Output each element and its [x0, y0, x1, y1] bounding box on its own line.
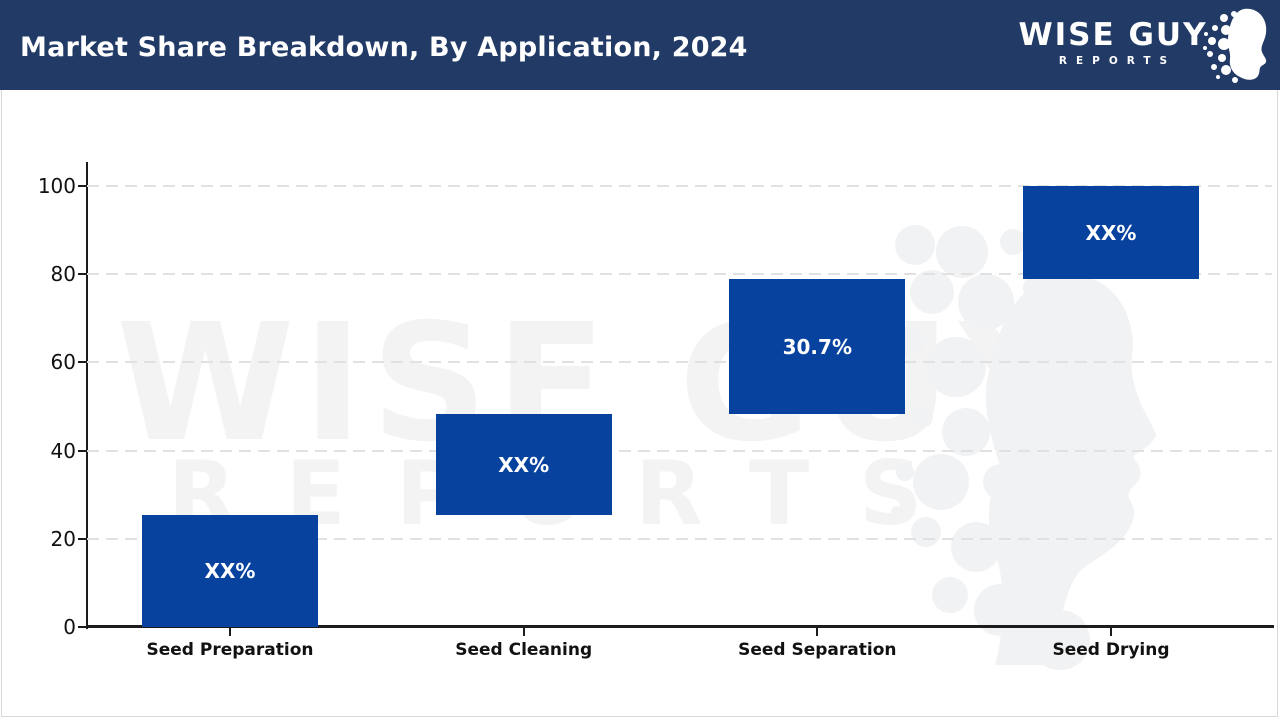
bar-seed-preparation	[142, 514, 318, 627]
y-tick-label: 60	[50, 350, 76, 375]
bar-seed-separation	[729, 279, 906, 415]
x-axis-spine	[86, 625, 1274, 628]
y-axis-tick	[78, 273, 87, 276]
plot-area: 0 20 40 60 80 100 XX% Seed Preparation XX% Seed C…	[0, 90, 1280, 720]
watermark-face-icon	[887, 225, 1156, 670]
gridline	[87, 273, 1272, 276]
page-title: Market Share Breakdown, By Application, …	[20, 32, 748, 63]
x-axis-tick	[229, 628, 231, 636]
x-axis-tick	[816, 628, 819, 636]
gridline	[87, 449, 1272, 452]
x-category-label: Seed Cleaning	[455, 640, 593, 660]
y-axis-tick	[78, 361, 87, 364]
x-axis-tick	[522, 628, 525, 636]
y-tick-label: 80	[50, 262, 76, 287]
gridline	[87, 185, 1272, 187]
chart-border	[1, 88, 1278, 717]
y-axis-tick	[78, 449, 87, 452]
x-category-label: Seed Preparation	[146, 640, 314, 660]
x-category-label: Seed Drying	[1052, 640, 1170, 660]
brand-subtitle: REPORTS	[1058, 55, 1177, 67]
brand-name: WISE GUY	[1018, 17, 1208, 53]
y-axis-tick	[78, 537, 87, 540]
y-axis-spine	[86, 162, 88, 629]
bar-value-label: XX%	[1085, 220, 1137, 245]
y-tick-label: 100	[37, 174, 76, 198]
gridline	[87, 537, 1272, 540]
bar-value-label: XX%	[204, 558, 256, 583]
brand-face-icon	[1203, 8, 1267, 83]
gridline	[87, 361, 1272, 364]
y-axis-tick	[78, 626, 87, 628]
y-axis-tick	[78, 185, 87, 187]
bar-seed-drying	[1023, 186, 1199, 280]
bar-value-label: XX%	[498, 452, 550, 477]
y-tick-label: 20	[50, 526, 76, 551]
bar-seed-cleaning	[435, 414, 612, 515]
y-tick-label: 0	[63, 615, 76, 639]
brand-logo: WISE GUY REPORTS	[1018, 18, 1208, 67]
x-category-label: Seed Separation	[738, 640, 897, 660]
header-bar: Market Share Breakdown, By Application, …	[0, 0, 1280, 90]
x-axis-tick	[1110, 628, 1112, 636]
y-tick-label: 40	[50, 438, 76, 463]
bar-value-label: 30.7%	[782, 334, 852, 359]
